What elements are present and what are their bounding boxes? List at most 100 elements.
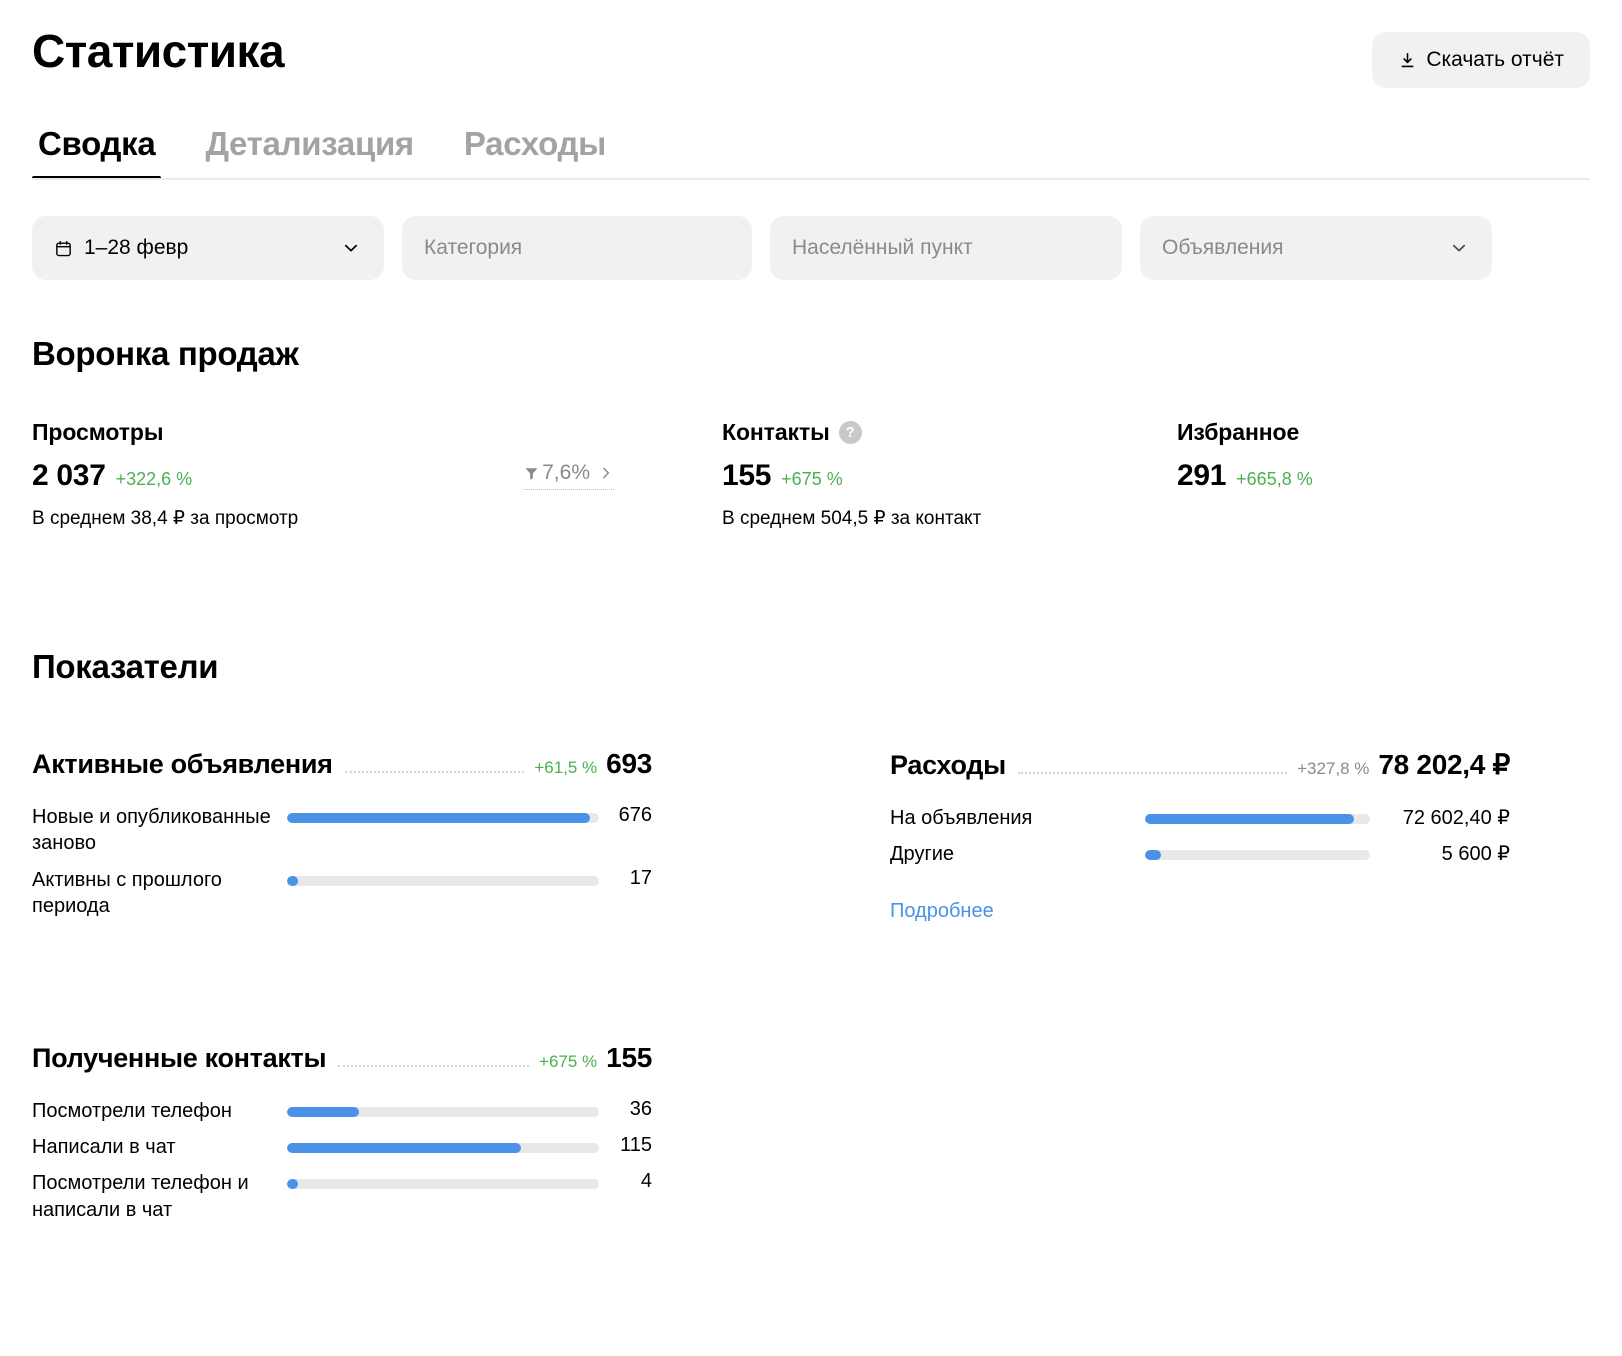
funnel-views-sub: В среднем 38,4 ₽ за просмотр <box>32 508 299 529</box>
funnel-item-views: Просмотры 2 037 +322,6 % В среднем 38,4 … <box>32 419 722 530</box>
funnel-section-title: Воронка продаж <box>32 335 299 372</box>
help-icon[interactable]: ? <box>838 421 862 444</box>
funnel-views-label: Просмотры <box>32 419 164 445</box>
table-row: Активны с прошлого периода 17 <box>32 867 652 920</box>
row-label: Новые и опубликованные заново <box>32 806 271 855</box>
table-row: На объявления 72 602,40 ₽ <box>890 805 1510 831</box>
table-row: Другие 5 600 ₽ <box>890 841 1510 867</box>
chevron-down-icon <box>1448 237 1470 259</box>
progress-bar <box>287 875 599 886</box>
tab-detalization[interactable]: Детализация <box>199 124 419 180</box>
progress-bar <box>1145 850 1370 861</box>
row-bar-wrap <box>287 867 599 886</box>
calendar-icon <box>54 239 73 258</box>
metric-contacts-header: Полученные контакты +675 % 155 <box>32 1042 652 1076</box>
row-label: Другие <box>890 843 955 866</box>
filter-bar: 1–28 февр Категория Населённый пункт Объ… <box>32 216 1590 280</box>
row-bar-wrap <box>1145 841 1370 861</box>
metrics-row-2: Полученные контакты +675 % 155 Посмотрел… <box>32 1042 1590 1234</box>
filter-category-placeholder: Категория <box>424 236 523 259</box>
funnel-favorites-delta: +665,8 % <box>1236 469 1313 489</box>
funnel-contacts-sub: В среднем 504,5 ₽ за контакт <box>722 508 982 529</box>
metric-block-active-ads: Активные объявления +61,5 % 693 Новые и … <box>32 748 652 930</box>
table-row: Написали в чат 115 <box>32 1134 652 1160</box>
metric-block-received-contacts: Полученные контакты +675 % 155 Посмотрел… <box>32 1042 652 1234</box>
row-label: Активны с прошлого периода <box>32 868 222 918</box>
metric-contacts-rows: Посмотрели телефон 36 Написали в чат 115… <box>32 1098 652 1224</box>
table-row: Новые и опубликованные заново 676 <box>32 804 652 857</box>
metric-active-ads-title: Активные объявления <box>32 749 333 779</box>
chevron-right-icon <box>598 465 614 481</box>
tab-expenses[interactable]: Расходы <box>458 124 612 180</box>
row-bar-wrap <box>287 1170 599 1190</box>
page-header: Статистика Скачать отчёт <box>32 0 1590 88</box>
download-report-button[interactable]: Скачать отчёт <box>1372 32 1590 88</box>
filter-ads[interactable]: Объявления <box>1140 216 1492 280</box>
metric-contacts-total: 155 <box>606 1041 652 1073</box>
funnel-item-favorites: Избранное 291 +665,8 % <box>1177 419 1577 530</box>
conversion-rate-chip[interactable]: 7,6% <box>523 461 614 490</box>
row-value: 676 <box>618 804 652 826</box>
metrics-row-1: Активные объявления +61,5 % 693 Новые и … <box>32 748 1590 930</box>
row-bar-wrap <box>287 804 599 823</box>
progress-bar <box>287 1106 599 1117</box>
filter-ads-placeholder: Объявления <box>1162 236 1284 259</box>
filter-date-value: 1–28 февр <box>84 236 189 259</box>
row-bar-wrap <box>287 1134 599 1153</box>
progress-bar <box>287 1142 599 1153</box>
funnel-views-delta: +322,6 % <box>115 469 193 489</box>
download-report-label: Скачать отчёт <box>1426 48 1564 71</box>
row-label: Посмотрели телефон <box>32 1099 232 1122</box>
table-row: Посмотрели телефон 36 <box>32 1098 652 1124</box>
tab-summary[interactable]: Сводка <box>32 124 162 180</box>
row-value: 17 <box>629 866 652 889</box>
filter-category[interactable]: Категория <box>402 216 752 280</box>
funnel-contacts-label-text: Контакты <box>722 419 830 445</box>
row-value: 36 <box>629 1097 652 1120</box>
metric-active-ads-header: Активные объявления +61,5 % 693 <box>32 748 652 782</box>
funnel-icon <box>523 465 540 482</box>
dotted-leader <box>338 1064 530 1067</box>
row-value: 5 600 ₽ <box>1441 843 1510 866</box>
chevron-down-icon <box>340 237 362 259</box>
row-bar-wrap <box>1145 805 1370 824</box>
funnel-item-contacts: Контакты ? 155 +675 % В среднем 504,5 ₽ … <box>722 419 1177 530</box>
row-bar-wrap <box>287 1098 599 1117</box>
funnel-views-value: 2 037 <box>32 459 106 492</box>
download-icon <box>1398 51 1417 70</box>
dotted-leader <box>344 771 525 773</box>
page-title: Статистика <box>32 25 285 77</box>
funnel-favorites-value: 291 <box>1177 459 1227 492</box>
metric-expenses-title: Расходы <box>890 750 1006 780</box>
row-value: 115 <box>620 1133 652 1156</box>
metric-active-ads-delta: +61,5 % <box>534 758 598 777</box>
conversion-rate-value: 7,6% <box>542 461 590 484</box>
row-label: Написали в чат <box>32 1135 176 1158</box>
funnel-metrics: Просмотры 2 037 +322,6 % В среднем 38,4 … <box>32 419 1590 530</box>
progress-bar <box>287 1179 599 1190</box>
filter-city-placeholder: Населённый пункт <box>792 236 973 259</box>
filter-date-range[interactable]: 1–28 февр <box>32 216 384 280</box>
funnel-favorites-label: Избранное <box>1177 419 1300 445</box>
metric-expenses-header: Расходы +327,8 % 78 202,4 ₽ <box>890 748 1510 783</box>
filter-city[interactable]: Населённый пункт <box>770 216 1122 280</box>
progress-bar <box>287 813 599 823</box>
metric-expenses-total: 78 202,4 ₽ <box>1378 749 1510 780</box>
metric-contacts-delta: +675 % <box>539 1051 598 1071</box>
metric-block-expenses: Расходы +327,8 % 78 202,4 ₽ На объявлени… <box>890 748 1510 930</box>
funnel-contacts-delta: +675 % <box>781 469 843 489</box>
row-label: На объявления <box>890 807 1033 829</box>
metric-active-ads-total: 693 <box>606 748 652 779</box>
tab-bar: Сводка Детализация Расходы <box>32 124 1590 182</box>
row-value: 72 602,40 ₽ <box>1402 807 1510 829</box>
tab-underline <box>32 178 1590 180</box>
metric-active-ads-rows: Новые и опубликованные заново 676 Активн… <box>32 804 652 920</box>
progress-bar <box>1145 814 1370 824</box>
row-label: Посмотрели телефон и написали в чат <box>32 1172 249 1221</box>
metrics-section-title: Показатели <box>32 648 219 685</box>
funnel-contacts-label: Контакты ? <box>722 419 1177 446</box>
dotted-leader <box>1017 772 1288 774</box>
expenses-details-link[interactable]: Подробнее <box>890 899 994 922</box>
metric-contacts-title: Полученные контакты <box>32 1042 327 1073</box>
